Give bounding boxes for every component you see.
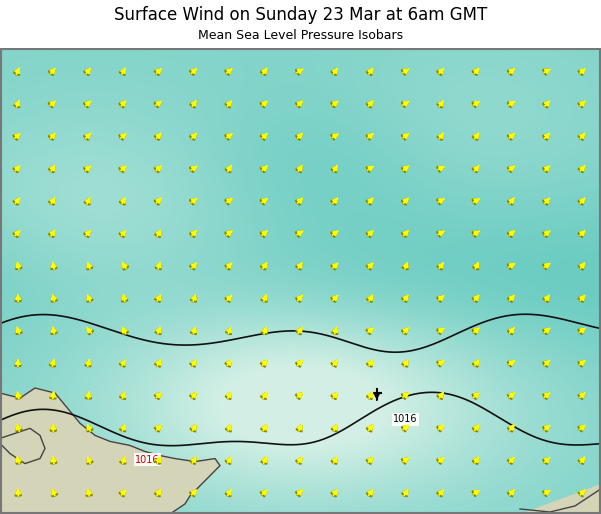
Polygon shape — [0, 388, 220, 514]
Polygon shape — [520, 484, 601, 514]
Text: Mean Sea Level Pressure Isobars: Mean Sea Level Pressure Isobars — [198, 29, 403, 42]
Polygon shape — [0, 428, 45, 464]
Text: 1016: 1016 — [135, 454, 159, 465]
Text: Surface Wind on Sunday 23 Mar at 6am GMT: Surface Wind on Sunday 23 Mar at 6am GMT — [114, 6, 487, 24]
Text: 1016: 1016 — [393, 414, 418, 424]
